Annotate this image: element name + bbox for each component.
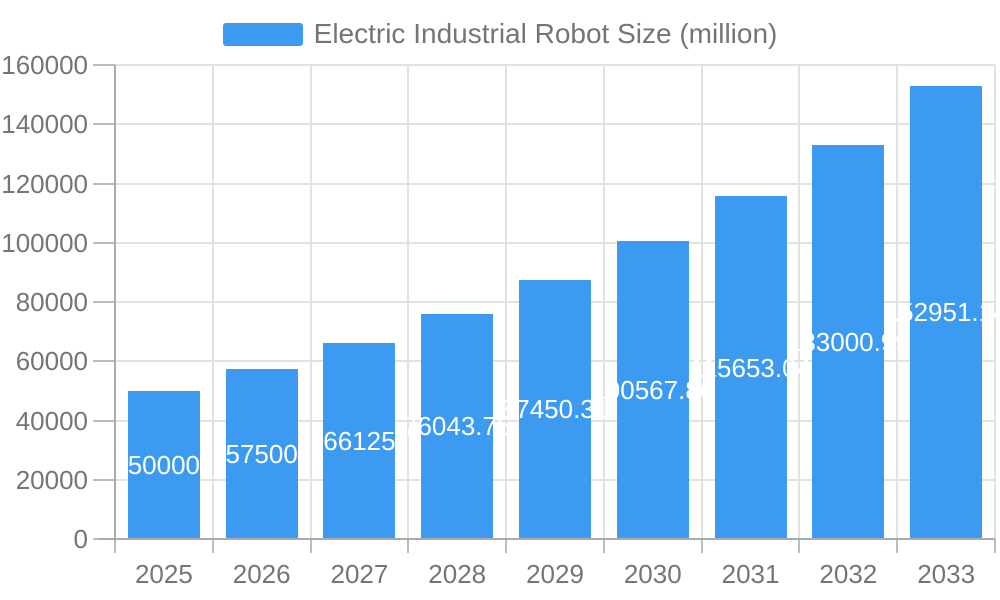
y-axis-tick — [93, 182, 115, 185]
y-axis-tick-label: 60000 — [15, 346, 88, 377]
x-axis-tick — [309, 539, 312, 553]
x-axis-category-label: 2026 — [232, 559, 291, 589]
bar-2028[interactable] — [421, 313, 494, 539]
x-axis-tick — [798, 539, 801, 553]
bar-2030[interactable] — [616, 241, 689, 539]
bar-2029[interactable] — [519, 279, 591, 539]
y-axis-tick — [93, 64, 115, 66]
gridline-vertical — [798, 65, 801, 539]
x-axis-tick — [505, 539, 508, 553]
y-axis-tick-label: 160000 — [1, 50, 88, 80]
x-axis-tick — [602, 539, 605, 553]
y-axis-tick-label: 40000 — [15, 405, 88, 436]
bar-2032[interactable] — [812, 144, 885, 539]
y-axis-tick — [93, 419, 115, 422]
gridline-horizontal — [115, 241, 995, 244]
y-axis-tick — [93, 123, 115, 126]
y-axis-tick-label: 140000 — [1, 109, 88, 140]
bar-value-label: 133000.99 — [786, 326, 910, 357]
x-axis-tick — [994, 539, 996, 553]
y-axis-tick — [93, 301, 115, 303]
bar-value-label: 115653.04 — [690, 352, 812, 383]
x-axis-category-label: 2025 — [134, 559, 193, 589]
x-axis-category-label: 2029 — [526, 559, 584, 589]
bar-2031[interactable] — [714, 196, 787, 539]
gridline-vertical — [211, 65, 214, 539]
bar-value-label: 50000 — [127, 449, 201, 480]
gridline-horizontal — [115, 182, 995, 185]
bar-2026[interactable] — [225, 368, 298, 539]
legend-label: Electric Industrial Robot Size (million) — [313, 18, 778, 49]
gridline-vertical — [700, 65, 703, 539]
x-axis-tick — [896, 539, 899, 553]
x-axis-category-label: 2033 — [917, 559, 976, 589]
x-axis-tick — [700, 539, 703, 553]
legend-swatch-icon — [222, 22, 303, 46]
bar-2033[interactable] — [910, 85, 983, 539]
x-axis-tick — [407, 539, 410, 553]
y-axis-tick — [93, 241, 115, 244]
legend-item[interactable]: Electric Industrial Robot Size (million) — [222, 18, 778, 49]
y-axis-tick — [93, 478, 115, 481]
gridline-horizontal — [115, 123, 995, 126]
gridline-vertical — [309, 65, 312, 539]
x-axis-category-label: 2030 — [623, 559, 682, 589]
bar-2025[interactable] — [127, 390, 200, 539]
bar-value-label: 100567.86 — [591, 375, 715, 406]
bar-value-label: 87450.31 — [500, 394, 610, 425]
bar-2027[interactable] — [323, 343, 396, 539]
gridline-vertical — [505, 65, 508, 539]
y-axis-tick-label: 0 — [73, 524, 88, 554]
y-axis-tick — [93, 360, 115, 363]
y-axis-tick-label: 120000 — [1, 168, 88, 199]
x-axis-category-label: 2032 — [819, 559, 878, 589]
bar-value-label: 152951.14 — [884, 297, 1000, 328]
gridline-horizontal — [115, 64, 995, 66]
y-axis-tick-label: 100000 — [1, 227, 88, 258]
y-axis-line — [114, 65, 116, 541]
gridline-vertical — [994, 65, 996, 539]
gridline-vertical — [896, 65, 899, 539]
y-axis-tick-label: 20000 — [15, 464, 88, 495]
bar-value-label: 57500 — [225, 438, 298, 469]
bar-value-label: 76043.75 — [402, 411, 512, 442]
x-axis-line — [98, 538, 995, 540]
y-axis-tick-label: 80000 — [15, 287, 88, 317]
x-axis-category-label: 2028 — [428, 559, 487, 589]
x-axis-category-label: 2027 — [330, 559, 389, 589]
bar-value-label: 66125 — [323, 426, 396, 457]
gridline-vertical — [602, 65, 605, 539]
x-axis-tick — [211, 539, 214, 553]
x-axis-tick — [114, 539, 116, 553]
x-axis-category-label: 2031 — [721, 559, 780, 589]
gridline-vertical — [407, 65, 410, 539]
legend: Electric Industrial Robot Size (million) — [0, 20, 1000, 48]
